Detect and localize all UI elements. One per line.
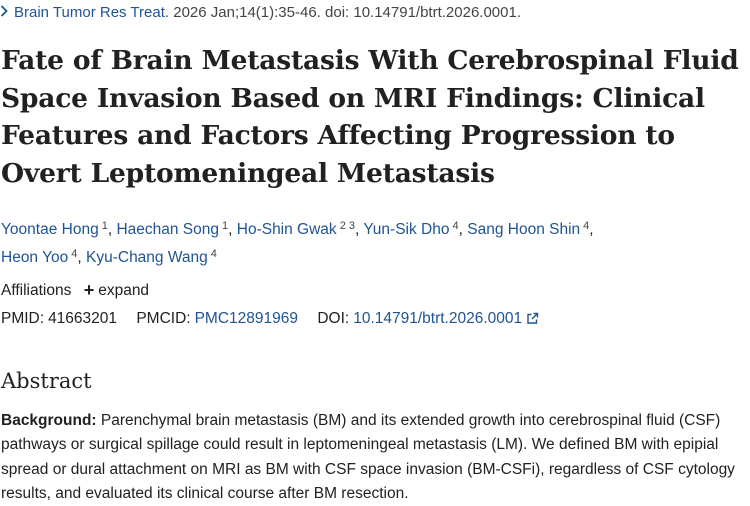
- author-link[interactable]: Yun-Sik Dho: [363, 221, 450, 238]
- identifiers-row: PMID: 41663201 PMCID: PMC12891969 DOI: 10.1…: [1, 309, 554, 331]
- author-link[interactable]: Haechan Song: [116, 221, 219, 238]
- author-affiliation-number[interactable]: 1: [101, 220, 108, 232]
- journal-link[interactable]: Brain Tumor Res Treat.: [14, 4, 170, 21]
- pmid-item: PMID: 41663201: [1, 310, 121, 327]
- article-title: Fate of Brain Metastasis With Cerebrospi…: [1, 45, 739, 189]
- doi-label: DOI:: [317, 310, 350, 327]
- author-link[interactable]: Heon Yoo: [1, 249, 69, 266]
- author-affiliation-number[interactable]: 4: [71, 248, 78, 260]
- author-affiliation-number[interactable]: 1: [222, 220, 229, 232]
- background-text: Parenchymal brain metastasis (BM) and it…: [1, 412, 735, 502]
- external-link-icon[interactable]: [526, 311, 539, 331]
- affiliations-row: Affiliations + expand: [1, 280, 149, 301]
- pmcid-label: PMCID:: [136, 310, 191, 327]
- author-link[interactable]: Yoontae Hong: [1, 221, 99, 238]
- abstract-heading: Abstract: [1, 369, 92, 393]
- authors-list: Yoontae Hong 1, Haechan Song 1, Ho-Shin Gw…: [1, 220, 594, 266]
- abstract-background: Background: Parenchymal brain metastasis…: [1, 409, 743, 506]
- expand-label: expand: [98, 282, 150, 299]
- pmcid-link[interactable]: PMC12891969: [194, 310, 299, 327]
- citation-details: 2026 Jan;14(1):35-46. doi: 10.14791/btrt…: [173, 4, 522, 21]
- doi-link[interactable]: 10.14791/btrt.2026.0001: [353, 310, 523, 327]
- author-affiliation-number[interactable]: 2 3: [339, 220, 355, 232]
- pmid-label: PMID:: [1, 310, 45, 327]
- doi-item: DOI: 10.14791/btrt.2026.0001: [317, 310, 539, 327]
- affiliations-label: Affiliations: [1, 282, 72, 299]
- plus-icon: +: [83, 280, 95, 300]
- pmid-value: 41663201: [48, 310, 118, 327]
- author-affiliation-number[interactable]: 4: [583, 220, 590, 232]
- author-link[interactable]: Ho-Shin Gwak: [236, 221, 337, 238]
- pmcid-item: PMCID: PMC12891969: [136, 310, 302, 327]
- citation-line: Brain Tumor Res Treat. 2026 Jan;14(1):35…: [0, 3, 521, 23]
- background-label: Background:: [1, 412, 97, 429]
- author-affiliation-number[interactable]: 4: [210, 248, 217, 260]
- author-affiliation-number[interactable]: 4: [452, 220, 459, 232]
- author-link[interactable]: Kyu-Chang Wang: [86, 249, 208, 266]
- author-link[interactable]: Sang Hoon Shin: [467, 221, 581, 238]
- chevron-right-icon: [0, 3, 8, 23]
- affiliations-expand-button[interactable]: + expand: [83, 280, 150, 300]
